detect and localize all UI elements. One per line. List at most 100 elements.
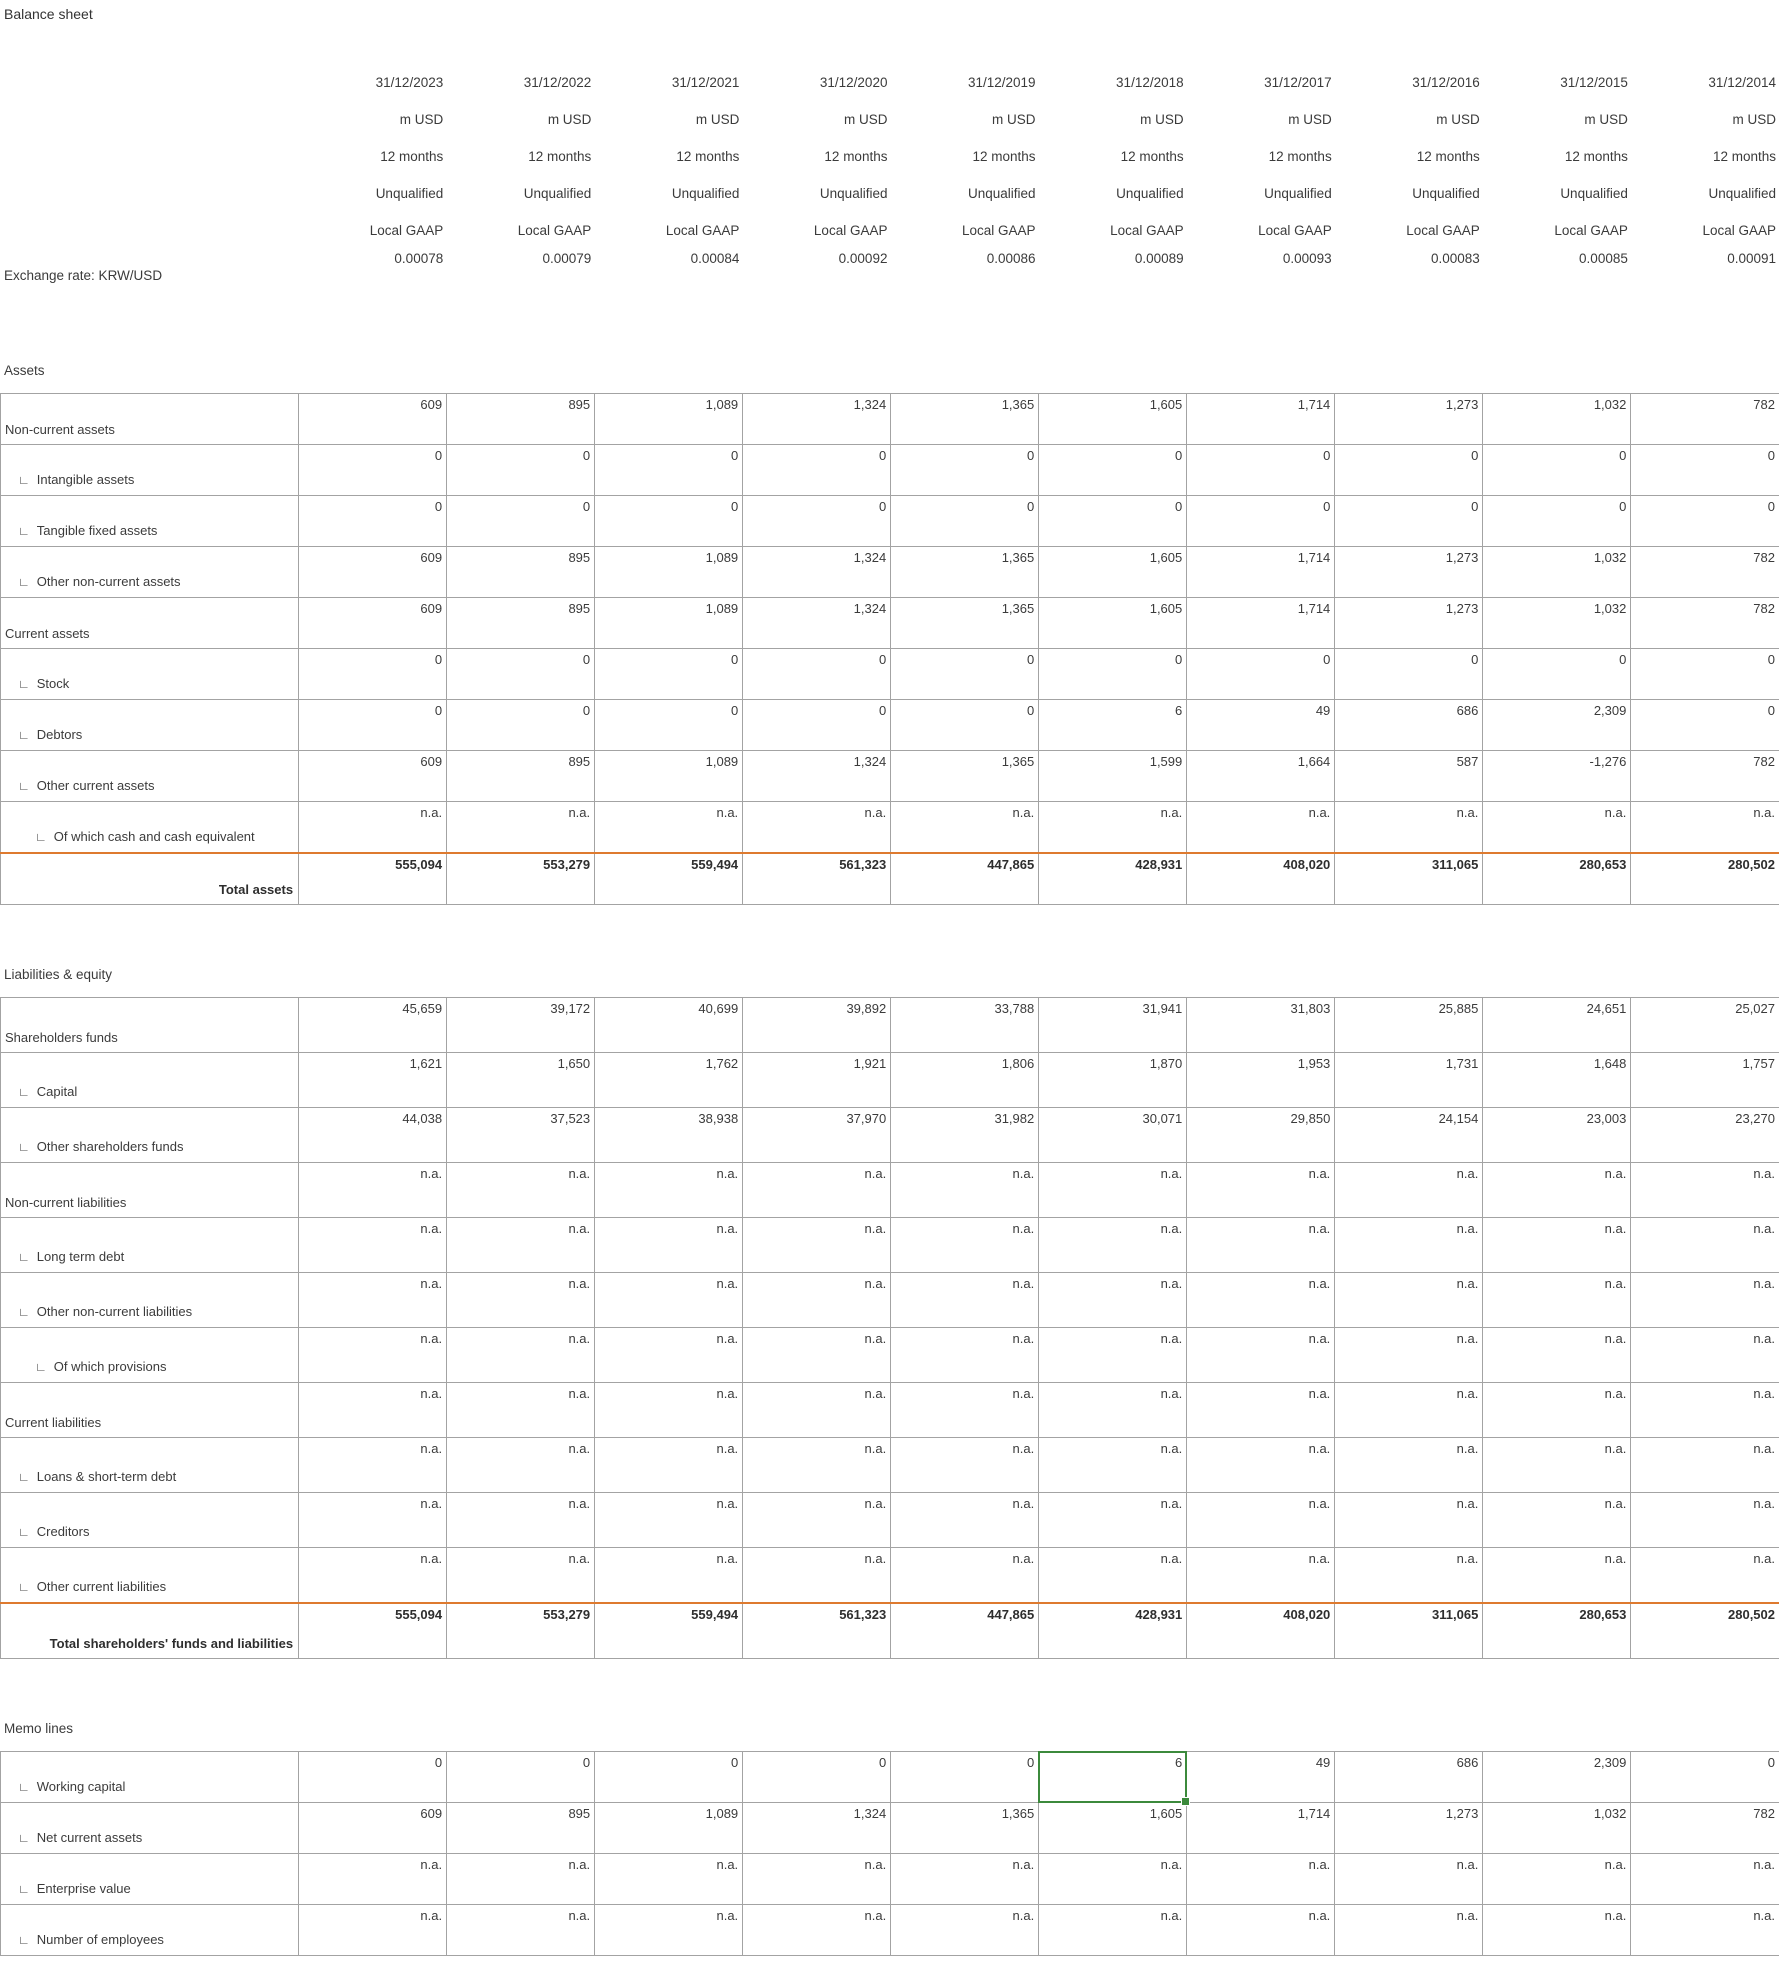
cell-value[interactable]: n.a. — [298, 1492, 448, 1548]
cell-value[interactable]: 0 — [298, 1751, 448, 1803]
cell-value[interactable]: 0 — [1482, 444, 1632, 496]
cell-value[interactable]: n.a. — [1186, 1272, 1336, 1328]
cell-value[interactable]: 1,273 — [1334, 393, 1484, 445]
cell-value[interactable]: 0 — [890, 1751, 1040, 1803]
cell-value[interactable]: 1,324 — [742, 750, 892, 802]
cell-value[interactable]: 1,714 — [1186, 393, 1336, 445]
cell-value[interactable]: 428,931 — [1038, 1602, 1188, 1659]
cell-value[interactable]: 559,494 — [594, 852, 744, 905]
cell-value[interactable]: 1,648 — [1482, 1052, 1632, 1108]
cell-value[interactable]: 25,885 — [1334, 997, 1484, 1053]
cell-value[interactable]: 1,714 — [1186, 597, 1336, 649]
cell-value[interactable]: n.a. — [594, 1437, 744, 1493]
cell-value[interactable]: 280,502 — [1630, 1602, 1779, 1659]
cell-value[interactable]: n.a. — [1334, 1272, 1484, 1328]
cell-value[interactable]: 0 — [1630, 699, 1779, 751]
cell-value[interactable]: 280,502 — [1630, 852, 1779, 905]
cell-value[interactable]: n.a. — [446, 1327, 596, 1383]
cell-value[interactable]: n.a. — [1186, 1437, 1336, 1493]
cell-value[interactable]: n.a. — [1038, 801, 1188, 853]
cell-value[interactable]: n.a. — [298, 1547, 448, 1603]
cell-value[interactable]: 0 — [1038, 495, 1188, 547]
cell-value[interactable]: n.a. — [890, 1492, 1040, 1548]
cell-value[interactable]: 1,365 — [890, 393, 1040, 445]
cell-value[interactable]: 1,324 — [742, 393, 892, 445]
cell-value[interactable]: 561,323 — [742, 1602, 892, 1659]
cell-value[interactable]: n.a. — [298, 1853, 448, 1905]
cell-value[interactable]: 561,323 — [742, 852, 892, 905]
cell-value[interactable]: 280,653 — [1482, 1602, 1632, 1659]
cell-value[interactable]: n.a. — [742, 801, 892, 853]
cell-value[interactable]: 408,020 — [1186, 1602, 1336, 1659]
cell-value[interactable]: 1,324 — [742, 1802, 892, 1854]
cell-value[interactable]: n.a. — [1482, 1904, 1632, 1956]
cell-value[interactable]: 33,788 — [890, 997, 1040, 1053]
cell-value[interactable]: 1,032 — [1482, 1802, 1632, 1854]
cell-value[interactable]: 782 — [1630, 1802, 1779, 1854]
cell-value[interactable]: n.a. — [1186, 1217, 1336, 1273]
cell-value[interactable]: 1,762 — [594, 1052, 744, 1108]
cell-value[interactable]: n.a. — [446, 1547, 596, 1603]
cell-value[interactable]: n.a. — [1630, 1492, 1779, 1548]
cell-value[interactable]: 1,870 — [1038, 1052, 1188, 1108]
cell-value[interactable]: 0 — [594, 648, 744, 700]
cell-value[interactable]: 1,032 — [1482, 393, 1632, 445]
cell-value[interactable]: n.a. — [1038, 1437, 1188, 1493]
cell-value[interactable]: n.a. — [1334, 1382, 1484, 1438]
cell-value[interactable]: n.a. — [1334, 1547, 1484, 1603]
cell-value[interactable]: n.a. — [1186, 1327, 1336, 1383]
cell-value[interactable]: n.a. — [1038, 1904, 1188, 1956]
cell-value[interactable]: n.a. — [890, 1904, 1040, 1956]
cell-value[interactable]: 37,970 — [742, 1107, 892, 1163]
cell-value[interactable]: 0 — [298, 648, 448, 700]
cell-value[interactable]: 31,982 — [890, 1107, 1040, 1163]
cell-value[interactable]: 0 — [742, 444, 892, 496]
cell-value[interactable]: 25,027 — [1735, 1001, 1775, 1016]
cell-value[interactable]: n.a. — [1186, 801, 1336, 853]
cell-value[interactable]: n.a. — [1334, 801, 1484, 853]
cell-value[interactable]: 895 — [446, 546, 596, 598]
cell-value[interactable]: n.a. — [298, 1327, 448, 1383]
cell-value[interactable]: 895 — [446, 750, 596, 802]
cell-value[interactable]: 0 — [298, 444, 448, 496]
cell-value[interactable]: 1,650 — [446, 1052, 596, 1108]
cell-value[interactable]: 686 — [1334, 699, 1484, 751]
cell-value[interactable]: 782 — [1753, 397, 1775, 412]
cell-value[interactable]: 2,309 — [1482, 699, 1632, 751]
cell-value[interactable]: 0 — [890, 699, 1040, 751]
cell-value[interactable]: 782 — [1630, 597, 1779, 649]
cell-value[interactable]: n.a. — [446, 1272, 596, 1328]
cell-value[interactable]: n.a. — [1482, 1272, 1632, 1328]
cell-value[interactable]: n.a. — [594, 1327, 744, 1383]
cell-value[interactable]: n.a. — [1038, 1853, 1188, 1905]
cell-value[interactable]: n.a. — [890, 1162, 1040, 1218]
cell-value[interactable]: 609 — [298, 750, 448, 802]
cell-value[interactable]: 895 — [446, 393, 596, 445]
cell-value[interactable]: n.a. — [1038, 1217, 1188, 1273]
cell-value[interactable]: 49 — [1186, 699, 1336, 751]
cell-value[interactable]: n.a. — [1186, 1492, 1336, 1548]
cell-value[interactable]: 2,309 — [1482, 1751, 1632, 1803]
cell-value[interactable]: n.a. — [1482, 1437, 1632, 1493]
cell-value[interactable]: 1,605 — [1038, 546, 1188, 598]
cell-value[interactable]: n.a. — [1038, 1547, 1188, 1603]
cell-value[interactable]: n.a. — [446, 1437, 596, 1493]
cell-value[interactable]: 1,599 — [1038, 750, 1188, 802]
cell-value[interactable]: n.a. — [742, 1272, 892, 1328]
cell-value[interactable]: 0 — [1630, 495, 1779, 547]
cell-value[interactable]: 0 — [742, 699, 892, 751]
cell-value[interactable]: n.a. — [298, 1162, 448, 1218]
cell-value[interactable]: 1,953 — [1186, 1052, 1336, 1108]
cell-value[interactable]: n.a. — [890, 1853, 1040, 1905]
cell-value[interactable]: 45,659 — [298, 997, 448, 1053]
cell-value[interactable]: n.a. — [298, 1437, 448, 1493]
cell-value[interactable]: 1,089 — [594, 393, 744, 445]
cell-value[interactable]: n.a. — [1186, 1547, 1336, 1603]
cell-value[interactable]: 553,279 — [446, 852, 596, 905]
cell-value[interactable]: n.a. — [890, 1272, 1040, 1328]
cell-value[interactable]: n.a. — [1334, 1437, 1484, 1493]
cell-value[interactable]: n.a. — [1630, 1437, 1779, 1493]
cell-value[interactable]: 0 — [1038, 444, 1188, 496]
cell-value[interactable]: n.a. — [298, 801, 448, 853]
cell-value[interactable]: 24,154 — [1334, 1107, 1484, 1163]
